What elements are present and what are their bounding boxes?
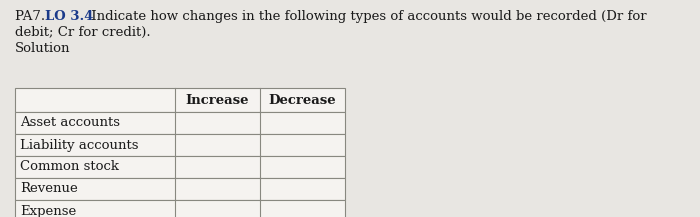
Text: Solution: Solution [15,42,71,55]
Text: Decrease: Decrease [269,94,336,107]
Text: Liability accounts: Liability accounts [20,138,139,151]
Bar [15,200,345,217]
Text: debit; Cr for credit).: debit; Cr for credit). [15,26,150,39]
Text: Increase: Increase [186,94,249,107]
Bar [15,112,345,134]
Text: Revenue: Revenue [20,182,78,196]
Text: LO 3.4: LO 3.4 [45,10,94,23]
Text: Asset accounts: Asset accounts [20,117,120,130]
Bar [15,178,345,200]
Text: Expense: Expense [20,204,76,217]
Bar [15,134,345,156]
Text: Indicate how changes in the following types of accounts would be recorded (Dr fo: Indicate how changes in the following ty… [87,10,647,23]
Text: Common stock: Common stock [20,161,119,174]
Bar [15,156,345,178]
Text: PA7.: PA7. [15,10,50,23]
Bar [15,88,345,112]
